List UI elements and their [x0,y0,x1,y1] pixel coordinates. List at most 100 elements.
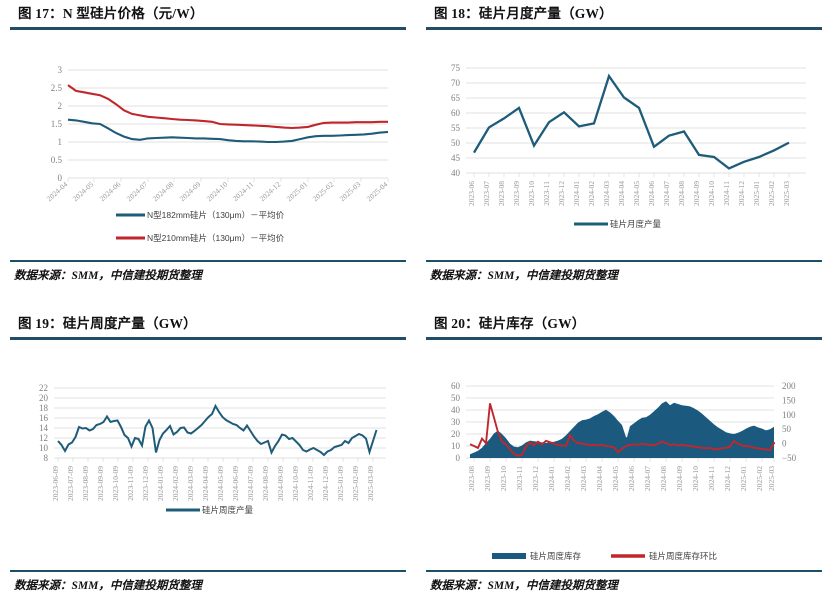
svg-text:2024-05: 2024-05 [632,180,641,205]
svg-text:2024-09: 2024-09 [692,180,701,205]
svg-text:2023-09: 2023-09 [512,180,521,205]
fig20-series-weekly-inventory-area [470,400,774,458]
svg-text:2024-03: 2024-03 [579,465,588,490]
fig18-gridlines [466,67,806,173]
svg-text:2025-04: 2025-04 [365,179,390,203]
svg-text:150: 150 [782,395,796,405]
svg-text:2024-06: 2024-06 [647,180,656,205]
svg-text:2024-10: 2024-10 [691,465,700,490]
svg-text:2024-07: 2024-07 [662,180,671,205]
svg-text:2024-08: 2024-08 [677,180,686,205]
legend-label-weekly-inventory-mom: 硅片周度库存环比 [649,551,717,561]
svg-text:2024-11-09: 2024-11-09 [306,465,315,500]
svg-text:10: 10 [39,443,49,453]
fig20-x-ticks [473,457,775,462]
svg-text:2023-11: 2023-11 [515,465,524,490]
svg-text:2023-10-09: 2023-10-09 [111,465,120,500]
svg-text:2024-05: 2024-05 [611,465,620,490]
fig18-svg: 75 70 65 60 55 50 45 40 [451,63,806,229]
fig17-legend: N型182mm硅片（130μm）－平均价 N型210mm硅片（130μm）－平均… [116,210,285,243]
fig17-chart: 3 2.5 2 1.5 1 0.5 0 [10,29,406,260]
svg-text:2024-05-09: 2024-05-09 [216,465,225,500]
svg-text:2023-07: 2023-07 [482,180,491,205]
panel-fig20: 图 20：硅片库存（GW） 60 50 40 30 20 [426,310,822,593]
svg-text:60: 60 [451,381,461,391]
svg-text:2024-04-09: 2024-04-09 [201,465,210,500]
fig18-title-rule [426,27,822,30]
fig19-y-ticklabels: 22 20 18 16 14 12 10 8 [39,383,49,463]
fig17-footer-rule [10,259,406,262]
svg-text:2025-01: 2025-01 [285,179,310,203]
fig18-x-ticks [473,172,790,177]
legend-label-weekly-inventory: 硅片周度库存 [530,551,582,561]
fig19-svg: 22 20 18 16 14 12 10 8 [39,383,386,515]
svg-text:16: 16 [39,413,49,423]
svg-text:2024-01: 2024-01 [572,180,581,205]
svg-text:2024-09-09: 2024-09-09 [276,465,285,500]
svg-text:55: 55 [451,123,461,133]
fig19-x-ticks [57,457,374,462]
fig20-title: 图 20：硅片库存（GW） [434,316,586,331]
svg-text:14: 14 [39,423,49,433]
fig17-title: 图 17：N 型硅片价格（元/W） [18,6,204,21]
svg-text:2023-12: 2023-12 [557,180,566,205]
fig20-footer-rule [426,569,822,572]
fig20-source: 数据来源：SMM，中信建投期货整理 [430,579,618,592]
svg-text:50: 50 [451,138,461,148]
svg-text:2023-07-09: 2023-07-09 [66,465,75,500]
svg-text:65: 65 [451,93,461,103]
fig20-x-ticklabels: 2023-08 2023-09 2023-10 2023-11 2023-12 … [467,465,776,490]
svg-text:0: 0 [58,173,63,183]
svg-text:2025-01: 2025-01 [739,465,748,490]
svg-text:2025-02: 2025-02 [311,179,336,203]
fig20-svg: 60 50 40 30 20 10 0 200 150 100 50 0 −50 [451,381,797,561]
svg-text:2023-11: 2023-11 [542,180,551,205]
svg-text:2024-01: 2024-01 [547,465,556,490]
svg-text:2024-01-09: 2024-01-09 [156,465,165,500]
svg-text:2023-09-09: 2023-09-09 [96,465,105,500]
svg-text:2024-11: 2024-11 [707,465,716,490]
panel-fig18: 图 18：硅片月度产量（GW） 75 70 65 60 [426,0,822,283]
svg-text:75: 75 [451,63,461,73]
svg-text:2024-12-09: 2024-12-09 [321,465,330,500]
svg-text:1: 1 [58,137,63,147]
fig18-footer-rule [426,259,822,262]
svg-text:2025-01: 2025-01 [752,180,761,205]
svg-text:2024-11: 2024-11 [722,180,731,205]
svg-text:20: 20 [451,429,461,439]
svg-text:45: 45 [451,153,461,163]
fig20-title-rule [426,337,822,340]
svg-text:2024-09: 2024-09 [178,179,203,203]
svg-text:2025-03: 2025-03 [338,179,363,203]
svg-text:18: 18 [39,403,49,413]
fig17-title-rule [10,27,406,30]
svg-text:20: 20 [39,393,49,403]
panel-fig19: 图 19：硅片周度产量（GW） 22 20 18 16 [10,310,406,593]
svg-text:2024-08: 2024-08 [659,465,668,490]
fig18-x-ticklabels: 2023-06 2023-07 2023-08 2023-09 2023-10 … [467,180,791,205]
svg-text:2024-09: 2024-09 [675,465,684,490]
svg-text:100: 100 [782,409,796,419]
fig18-source: 数据来源：SMM，中信建投期货整理 [430,269,618,282]
svg-text:2023-11-09: 2023-11-09 [126,465,135,500]
svg-text:2023-08-09: 2023-08-09 [81,465,90,500]
fig19-title-rule [10,337,406,340]
svg-text:50: 50 [451,393,461,403]
svg-text:50: 50 [782,424,792,434]
fig17-series-182mm [67,118,389,143]
svg-text:−50: −50 [782,453,797,463]
fig19-chart: 22 20 18 16 14 12 10 8 [10,339,406,570]
svg-text:2024-07: 2024-07 [125,179,150,203]
fig19-legend: 硅片周度产量 [166,505,254,515]
svg-text:40: 40 [451,405,461,415]
svg-text:2023-12: 2023-12 [531,465,540,490]
legend-swatch-weekly-inventory [492,552,526,559]
svg-text:22: 22 [39,383,48,393]
legend-label-weekly-output: 硅片周度产量 [202,505,254,515]
fig17-source: 数据来源：SMM，中信建投期货整理 [14,269,202,282]
fig17-x-ticks [67,177,389,182]
svg-text:10: 10 [451,441,461,451]
svg-text:2023-10: 2023-10 [499,465,508,490]
svg-text:2024-10: 2024-10 [707,180,716,205]
svg-text:2024-06: 2024-06 [98,179,123,203]
